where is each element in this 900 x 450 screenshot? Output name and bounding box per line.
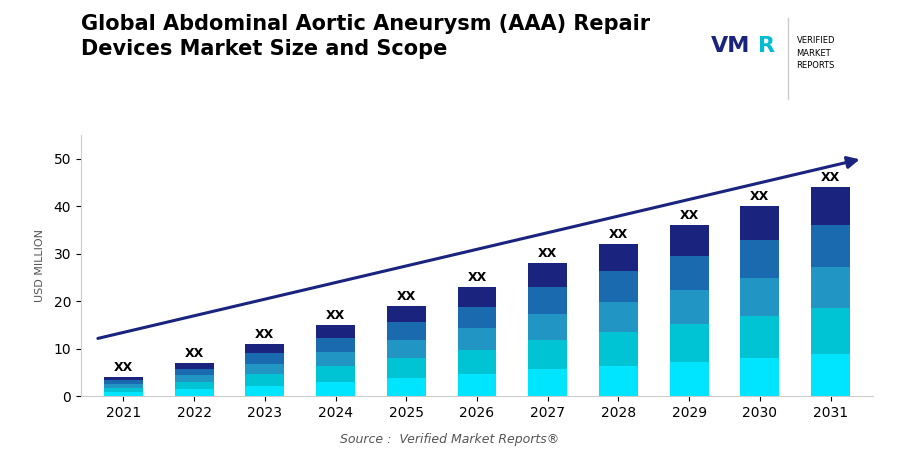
Bar	[175, 382, 213, 389]
Bar	[457, 306, 497, 328]
Text: VM: VM	[711, 36, 751, 56]
Bar	[741, 358, 779, 396]
Bar	[387, 306, 426, 322]
Bar	[457, 374, 497, 396]
Text: XX: XX	[821, 171, 841, 184]
Bar	[387, 358, 426, 378]
Bar	[528, 314, 567, 340]
Bar	[246, 344, 284, 353]
Bar	[670, 225, 708, 256]
Bar	[387, 340, 426, 358]
Text: XX: XX	[397, 290, 416, 303]
Bar	[599, 302, 638, 332]
Bar	[599, 271, 638, 302]
Bar	[246, 374, 284, 386]
Bar	[104, 384, 143, 388]
Bar	[316, 338, 355, 352]
Bar	[741, 206, 779, 240]
Bar	[316, 366, 355, 382]
Bar	[670, 290, 708, 324]
Bar	[811, 266, 850, 308]
Bar	[670, 362, 708, 396]
Bar	[316, 325, 355, 338]
Bar	[811, 308, 850, 354]
Bar	[811, 187, 850, 225]
Text: R: R	[758, 36, 775, 56]
Bar	[741, 278, 779, 316]
Bar	[104, 392, 143, 396]
Text: XX: XX	[113, 361, 133, 374]
Y-axis label: USD MILLION: USD MILLION	[35, 229, 45, 302]
Bar	[528, 287, 567, 314]
Text: XX: XX	[751, 190, 770, 203]
Bar	[316, 352, 355, 366]
Bar	[599, 366, 638, 396]
Bar	[246, 364, 284, 374]
Bar	[175, 369, 213, 375]
Bar	[104, 380, 143, 384]
Bar	[457, 287, 497, 306]
Bar	[175, 389, 213, 396]
Bar	[670, 324, 708, 362]
Bar	[104, 388, 143, 392]
Bar	[811, 225, 850, 266]
Text: XX: XX	[608, 228, 628, 241]
Bar	[387, 378, 426, 396]
Bar	[528, 369, 567, 396]
Text: XX: XX	[467, 271, 487, 284]
Bar	[741, 240, 779, 278]
Bar	[246, 386, 284, 396]
Bar	[741, 316, 779, 358]
Bar	[670, 256, 708, 290]
Text: XX: XX	[184, 347, 203, 360]
Bar	[528, 263, 567, 287]
Text: XX: XX	[680, 209, 698, 222]
Bar	[811, 354, 850, 396]
Bar	[175, 375, 213, 382]
Text: XX: XX	[256, 328, 274, 341]
Text: Source :  Verified Market Reports®: Source : Verified Market Reports®	[340, 432, 560, 446]
Text: XX: XX	[538, 248, 557, 260]
Bar	[175, 363, 213, 369]
Text: XX: XX	[326, 309, 346, 322]
Bar	[457, 350, 497, 374]
Bar	[599, 332, 638, 366]
Bar	[246, 353, 284, 364]
Bar	[104, 377, 143, 380]
Text: VERIFIED
MARKET
REPORTS: VERIFIED MARKET REPORTS	[796, 36, 835, 70]
Bar	[528, 340, 567, 369]
Bar	[316, 382, 355, 396]
Bar	[599, 244, 638, 271]
Text: Global Abdominal Aortic Aneurysm (AAA) Repair
Devices Market Size and Scope: Global Abdominal Aortic Aneurysm (AAA) R…	[81, 14, 650, 59]
Bar	[387, 322, 426, 340]
Bar	[457, 328, 497, 350]
